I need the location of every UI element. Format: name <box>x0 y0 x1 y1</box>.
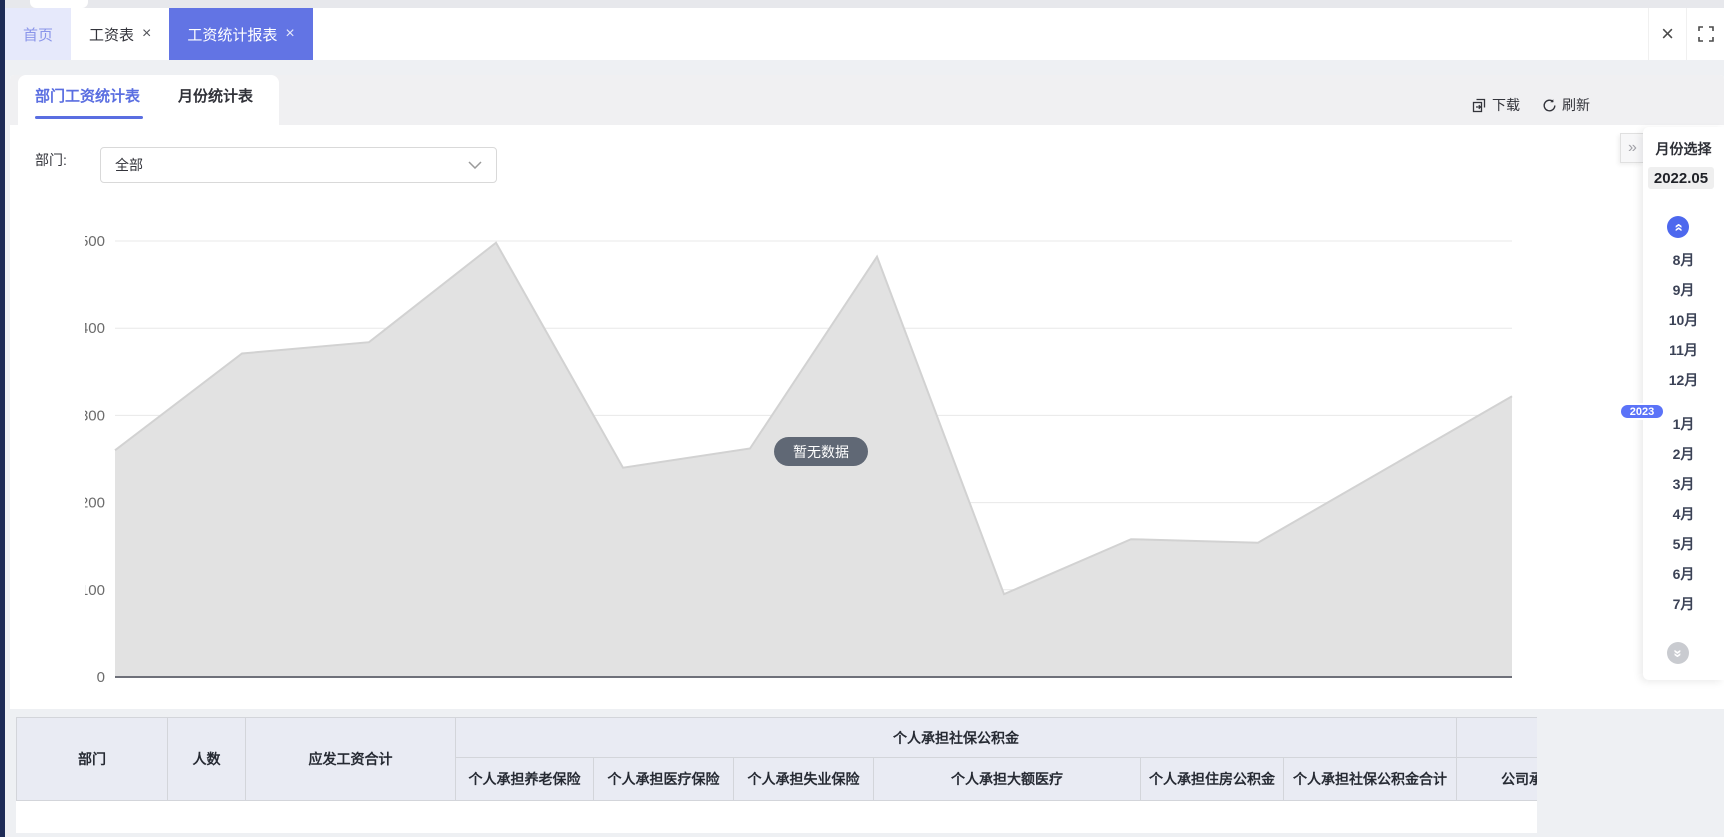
download-button[interactable]: 下载 <box>1472 95 1520 115</box>
close-window-button[interactable]: × <box>1648 8 1686 60</box>
scroll-months-down-button[interactable]: » <box>1667 642 1689 664</box>
stats-table-card: 部门 人数 应发工资合计 个人承担社保公积金 个人承担养老保险 个人承担医疗保险个… <box>16 717 1537 833</box>
selected-month[interactable]: 2022.05 <box>1648 167 1714 189</box>
sub-col-header: 个人承担失业保险 <box>733 757 874 801</box>
month-list-2023: 1月 2月 3月 4月 5月 6月 7月 <box>1643 409 1724 619</box>
month-item[interactable]: 8月 <box>1672 252 1695 268</box>
month-item[interactable]: 10月 <box>1668 312 1699 328</box>
no-data-tooltip: 暂无数据 <box>774 437 868 466</box>
col-header-company-insurance: 公司承担社保公积金 <box>1456 757 1537 801</box>
sub-col-header: 个人承担大额医疗 <box>873 757 1141 801</box>
month-item[interactable]: 6月 <box>1672 566 1695 582</box>
left-nav-edge <box>0 0 5 837</box>
group-header-personal-insurance: 个人承担社保公积金 <box>454 717 1458 758</box>
month-item[interactable]: 12月 <box>1668 372 1699 388</box>
fullscreen-icon <box>1697 26 1714 42</box>
refresh-button[interactable]: 刷新 <box>1542 95 1590 115</box>
department-select[interactable]: 全部 <box>100 147 497 183</box>
month-item[interactable]: 2月 <box>1672 446 1695 462</box>
month-item[interactable]: 11月 <box>1669 342 1698 358</box>
top-strip <box>5 0 1724 8</box>
area-series-line <box>114 241 1513 596</box>
month-item[interactable]: 1月 <box>1672 416 1695 432</box>
close-icon[interactable]: × <box>142 25 152 42</box>
y-axis-tick-label: 200 <box>85 495 105 512</box>
chart-toolbar: 下载 刷新 <box>1472 95 1590 115</box>
refresh-icon <box>1543 98 1556 111</box>
window-tabbar: 首页 工资表 × 工资统计报表 × × <box>5 8 1724 60</box>
stats-table: 部门 人数 应发工资合计 个人承担社保公积金 个人承担养老保险 个人承担医疗保险个… <box>16 717 1537 801</box>
top-strip-remnant <box>30 0 88 8</box>
close-icon[interactable]: × <box>285 25 295 42</box>
col-header-company-blank <box>1456 717 1537 758</box>
double-chevron-down-icon: » <box>1669 648 1687 658</box>
tab-salary-sheet-label: 工资表 <box>89 26 135 44</box>
col-header-department: 部门 <box>16 717 168 801</box>
col-header-gross-total: 应发工资合计 <box>245 717 456 801</box>
y-axis-tick-label: 300 <box>85 407 105 424</box>
tab-home[interactable]: 首页 <box>5 8 71 60</box>
chevron-down-icon <box>468 161 482 169</box>
month-list-2022: 8月 9月 10月 11月 12月 <box>1643 245 1724 395</box>
subtab-strip <box>10 75 1724 125</box>
sub-col-header: 个人承担医疗保险 <box>593 757 734 801</box>
month-panel-title: 月份选择 <box>1655 141 1712 157</box>
month-item[interactable]: 4月 <box>1672 506 1695 522</box>
year-badge: 2023 <box>1619 403 1665 420</box>
y-axis-tick-label: 400 <box>85 320 105 337</box>
month-item[interactable]: 5月 <box>1672 536 1695 552</box>
y-axis-tick-label: 500 <box>85 233 105 250</box>
download-label: 下载 <box>1492 97 1520 113</box>
panel-collapse-button[interactable]: » <box>1620 133 1644 163</box>
active-subtab-underline <box>35 116 143 119</box>
month-item[interactable]: 9月 <box>1672 282 1695 298</box>
subtab-department-stats[interactable]: 部门工资统计表 <box>35 88 141 105</box>
y-axis-tick-label: 0 <box>97 669 105 686</box>
window-controls: × <box>1648 8 1724 60</box>
close-icon: × <box>1661 21 1674 46</box>
double-chevron-up-icon: » <box>1669 222 1687 232</box>
tab-salary-sheet[interactable]: 工资表 × <box>71 8 170 60</box>
download-icon <box>1472 98 1486 112</box>
sub-col-header: 个人承担住房公积金 <box>1140 757 1284 801</box>
subtab-month-stats[interactable]: 月份统计表 <box>178 88 254 105</box>
y-axis-tick-label: 100 <box>85 582 105 599</box>
tab-salary-report[interactable]: 工资统计报表 × <box>169 8 313 60</box>
department-filter-label: 部门: <box>35 152 67 168</box>
collapse-icon: » <box>1628 139 1637 156</box>
tab-home-label: 首页 <box>23 26 54 44</box>
sub-col-header: 个人承担养老保险 <box>455 757 594 801</box>
month-item[interactable]: 3月 <box>1672 476 1695 492</box>
tab-salary-report-label: 工资统计报表 <box>187 26 278 44</box>
bottom-strip <box>5 833 1724 837</box>
col-header-headcount: 人数 <box>167 717 246 801</box>
department-select-value: 全部 <box>115 157 143 173</box>
refresh-label: 刷新 <box>1562 97 1590 113</box>
scroll-months-up-button[interactable]: » <box>1667 216 1689 238</box>
month-item[interactable]: 7月 <box>1672 596 1695 612</box>
fullscreen-button[interactable] <box>1686 8 1724 60</box>
sub-col-header: 个人承担社保公积金合计 <box>1282 757 1458 801</box>
